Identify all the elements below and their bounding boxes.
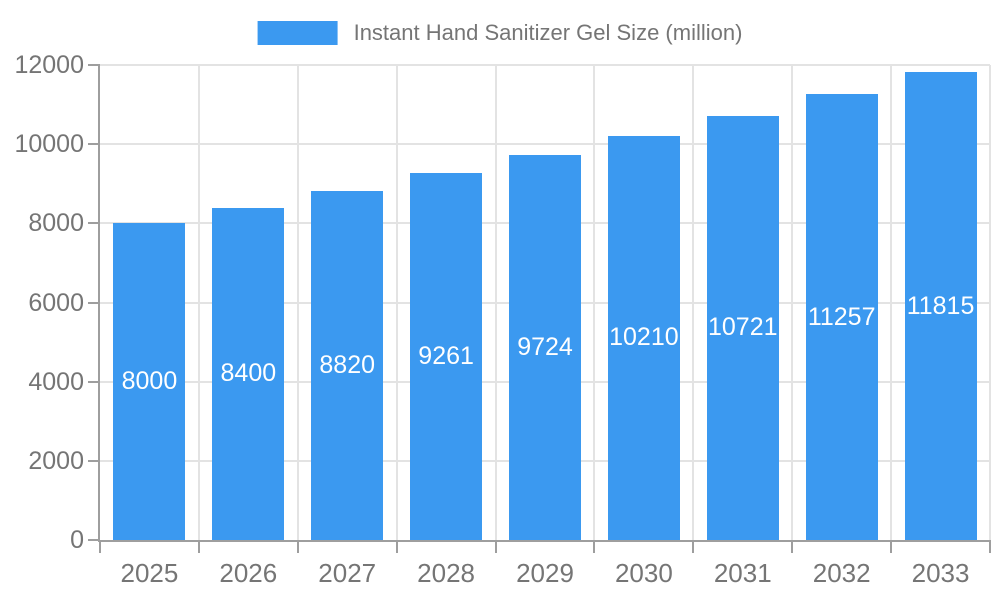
gridline-vertical	[593, 65, 596, 540]
x-axis-tick	[890, 540, 893, 553]
y-axis-tick-label: 10000	[14, 130, 84, 159]
x-axis-tick	[593, 540, 596, 553]
y-axis-tick	[88, 143, 100, 146]
bar[interactable]: 9724	[509, 155, 581, 540]
y-axis-tick-label: 6000	[28, 288, 84, 317]
y-axis-tick-label: 4000	[28, 367, 84, 396]
x-axis-tick	[494, 540, 497, 553]
gridline-vertical	[296, 65, 299, 540]
y-axis-tick	[88, 380, 100, 383]
x-axis-tick-label: 2028	[417, 558, 476, 588]
bar[interactable]: 11257	[805, 94, 878, 540]
legend-label: Instant Hand Sanitizer Gel Size (million…	[353, 20, 743, 45]
bar[interactable]: 8400	[212, 207, 285, 540]
bar[interactable]: 9261	[410, 173, 483, 540]
x-axis-tick-label: 2031	[713, 558, 772, 588]
bar-value-label: 8400	[220, 359, 277, 388]
gridline-vertical	[395, 65, 398, 540]
y-axis-line	[98, 65, 100, 542]
legend-swatch-icon	[257, 21, 338, 45]
x-axis-tick	[99, 540, 101, 553]
y-axis-tick	[88, 64, 100, 66]
gridline-vertical	[692, 65, 695, 540]
y-axis-tick	[88, 539, 100, 541]
gridline-vertical	[890, 65, 893, 540]
bar[interactable]: 8820	[311, 190, 384, 540]
x-axis-tick-label: 2027	[318, 558, 377, 588]
x-axis-tick-label: 2026	[219, 558, 278, 588]
legend[interactable]: Instant Hand Sanitizer Gel Size (million…	[257, 20, 743, 46]
x-axis-tick-label: 2032	[812, 558, 871, 588]
x-axis-tick	[692, 540, 695, 553]
bar-value-label: 11815	[906, 291, 975, 320]
x-axis-tick	[296, 540, 299, 553]
y-axis-tick-label: 0	[70, 526, 84, 554]
x-axis-line	[98, 540, 990, 542]
bar[interactable]: 10210	[607, 135, 680, 540]
gridline-horizontal	[100, 143, 990, 146]
x-axis-tick-label: 2033	[911, 558, 970, 588]
x-axis-tick	[791, 540, 794, 553]
x-axis-tick	[395, 540, 398, 553]
x-axis-tick	[989, 540, 991, 553]
x-axis-tick-label: 2030	[614, 558, 673, 588]
x-axis-tick-label: 2025	[120, 558, 179, 588]
gridline-vertical	[989, 65, 991, 540]
y-axis-tick	[88, 459, 100, 462]
bar-value-label: 9724	[517, 333, 573, 362]
gridline-vertical	[791, 65, 794, 540]
bar[interactable]: 11815	[904, 72, 977, 540]
bar[interactable]: 10721	[706, 115, 779, 540]
bar-value-label: 8000	[121, 367, 178, 396]
y-axis-tick-label: 8000	[28, 209, 84, 238]
bar-value-label: 10721	[708, 313, 778, 342]
y-axis-tick	[88, 301, 100, 304]
x-axis-tick	[197, 540, 200, 553]
x-axis-tick-label: 2029	[516, 558, 574, 588]
bar[interactable]: 8000	[113, 223, 186, 540]
gridline-vertical	[494, 65, 497, 540]
y-axis-tick-label: 2000	[28, 446, 84, 475]
y-axis-tick-label: 12000	[14, 51, 84, 79]
gridline-vertical	[197, 65, 200, 540]
bar-value-label: 10210	[609, 323, 679, 352]
bar-value-label: 8820	[319, 350, 376, 379]
y-axis-tick	[88, 222, 100, 225]
bar-value-label: 9261	[418, 342, 474, 371]
bar-value-label: 11257	[807, 302, 876, 331]
gridline-horizontal	[100, 64, 990, 66]
